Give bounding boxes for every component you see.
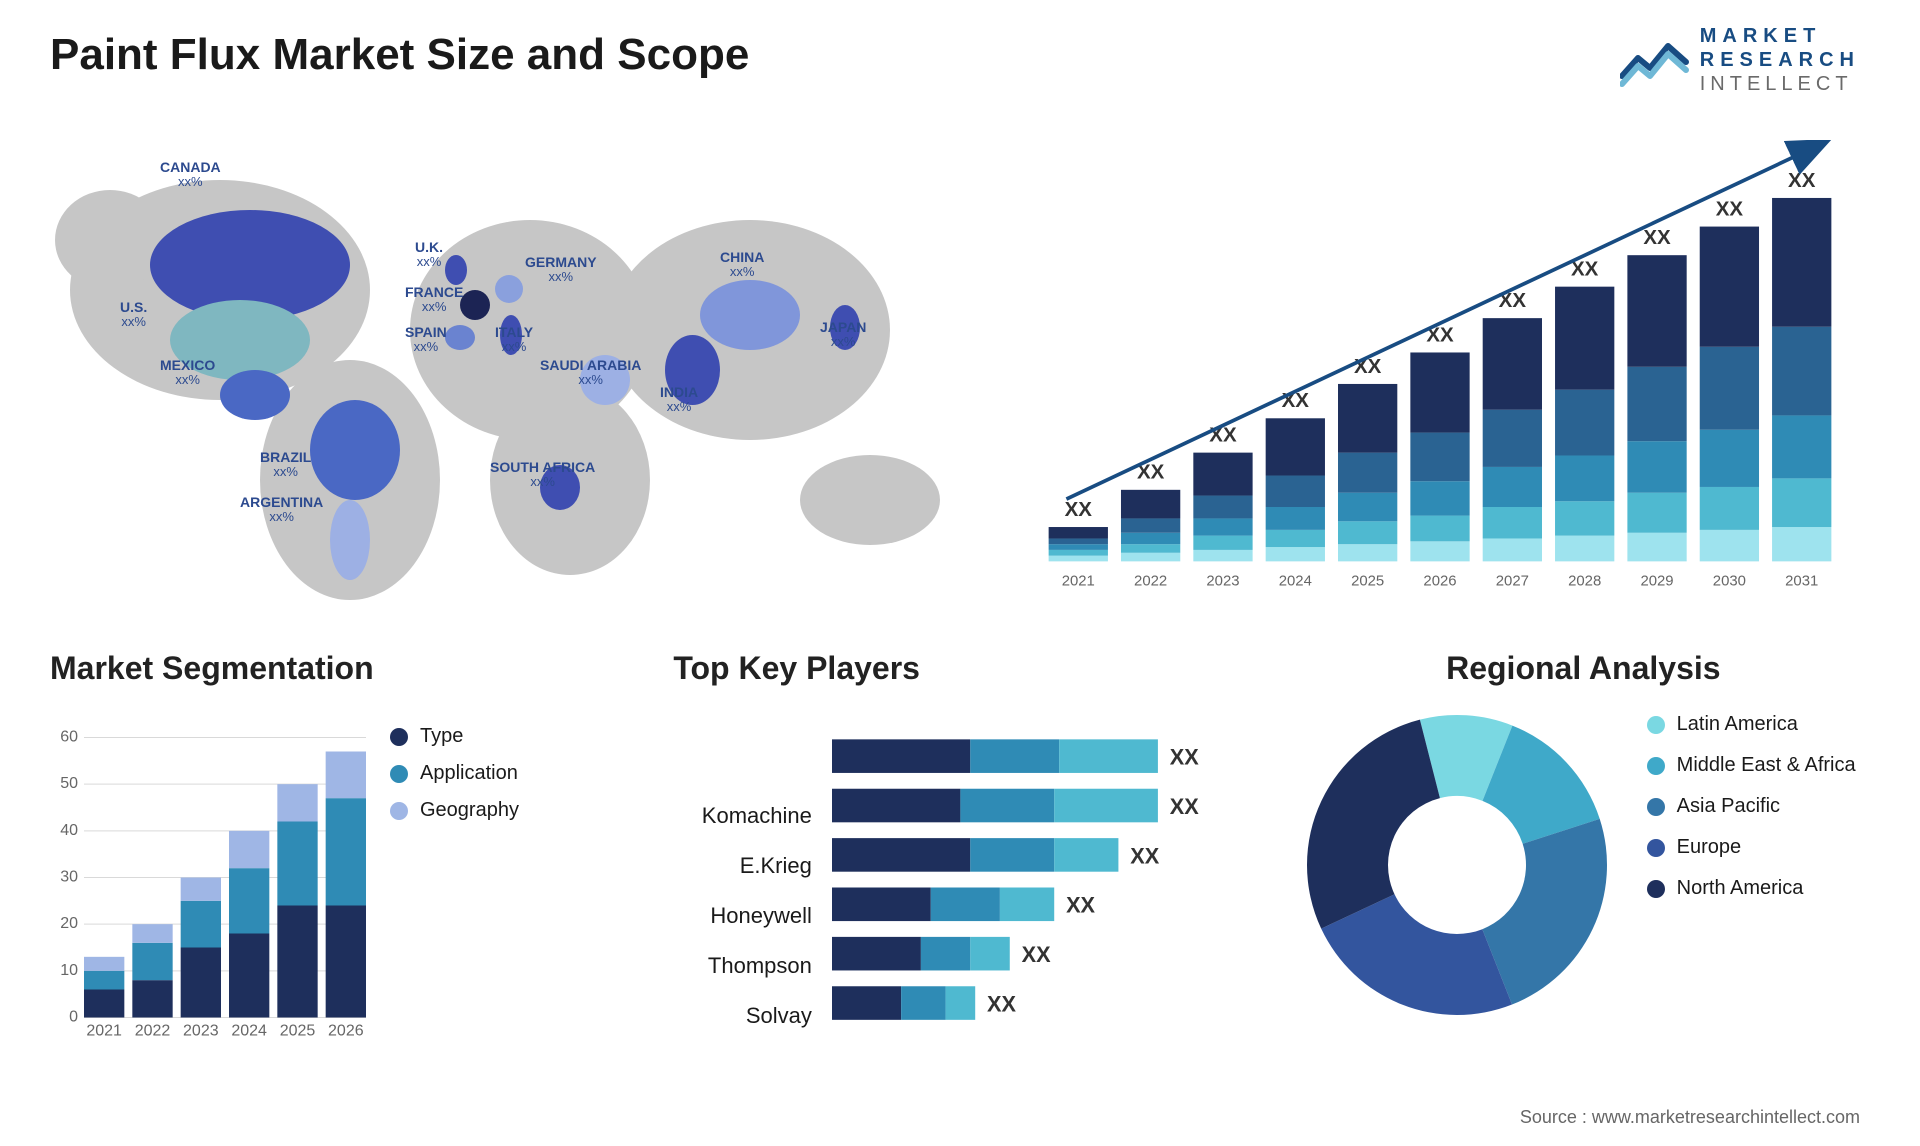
- segmentation-title: Market Segmentation: [50, 650, 623, 687]
- svg-text:XX: XX: [1788, 169, 1816, 192]
- svg-text:2021: 2021: [86, 1023, 122, 1040]
- svg-text:XX: XX: [1643, 226, 1671, 249]
- brand-logo: MARKET RESEARCH INTELLECT: [1620, 24, 1860, 96]
- map-country-label: ARGENTINAxx%: [240, 495, 323, 525]
- legend-item: Latin America: [1647, 713, 1856, 736]
- svg-text:XX: XX: [1066, 893, 1095, 918]
- svg-text:2025: 2025: [280, 1023, 316, 1040]
- player-name: [673, 753, 812, 793]
- segmentation-bar-chart: 0 10 20 30 40 50 60 2021 2022 2023 2024 2025 2026: [50, 705, 370, 1070]
- player-name: E.Krieg: [673, 853, 812, 893]
- players-name-list: Komachine E.Krieg Honeywell Thompson Solvay: [673, 705, 812, 1070]
- map-country-label: CHINAxx%: [720, 250, 764, 280]
- page-title: Paint Flux Market Size and Scope: [50, 30, 1870, 80]
- svg-text:XX: XX: [1716, 197, 1744, 220]
- logo-line-2: RESEARCH: [1700, 48, 1860, 72]
- map-country-label: U.K.xx%: [415, 240, 443, 270]
- svg-text:2027: 2027: [1496, 574, 1529, 590]
- player-name: Solvay: [673, 1003, 812, 1043]
- growth-chart-panel: XX2021XX2022XX2023XX2024XX2025XX2026XX20…: [1010, 100, 1870, 620]
- legend-item: Asia Pacific: [1647, 795, 1856, 818]
- legend-item: North America: [1647, 877, 1856, 900]
- svg-text:2021: 2021: [1062, 574, 1095, 590]
- svg-text:2029: 2029: [1640, 574, 1673, 590]
- legend-item: Middle East & Africa: [1647, 754, 1856, 777]
- segmentation-legend: Type Application Geography: [390, 705, 519, 1070]
- map-country-label: SPAINxx%: [405, 325, 447, 355]
- logo-line-3: INTELLECT: [1700, 72, 1860, 96]
- map-country-label: BRAZILxx%: [260, 450, 311, 480]
- regional-legend: Latin America Middle East & Africa Asia Pa…: [1647, 705, 1856, 900]
- map-country-label: FRANCExx%: [405, 285, 463, 315]
- svg-text:50: 50: [60, 775, 78, 792]
- svg-text:30: 30: [60, 869, 78, 886]
- regional-donut-chart: [1297, 705, 1617, 1025]
- svg-text:2022: 2022: [1134, 574, 1167, 590]
- segmentation-panel: Market Segmentation 0 10 20 30 40 50 60 2021 202…: [50, 650, 623, 1070]
- legend-item: Type: [390, 725, 519, 748]
- map-country-label: JAPANxx%: [820, 320, 866, 350]
- legend-item: Europe: [1647, 836, 1856, 859]
- svg-text:2026: 2026: [328, 1023, 364, 1040]
- svg-text:2028: 2028: [1568, 574, 1601, 590]
- svg-text:10: 10: [60, 962, 78, 979]
- regional-title: Regional Analysis: [1297, 650, 1870, 687]
- svg-text:XX: XX: [1065, 498, 1093, 521]
- logo-mark-icon: [1620, 32, 1690, 88]
- map-country-label: MEXICOxx%: [160, 358, 215, 388]
- svg-text:2031: 2031: [1785, 574, 1818, 590]
- regional-panel: Regional Analysis Latin America Middle Ea…: [1297, 650, 1870, 1070]
- svg-text:XX: XX: [1130, 843, 1159, 868]
- growth-bar-chart: XX2021XX2022XX2023XX2024XX2025XX2026XX20…: [1030, 140, 1850, 610]
- svg-text:XX: XX: [1170, 745, 1199, 770]
- map-country-label: CANADAxx%: [160, 160, 221, 190]
- players-panel: Top Key Players Komachine E.Krieg Honeywel…: [673, 650, 1246, 1070]
- players-bar-chart: XXXXXXXXXXXX: [832, 705, 1247, 1070]
- svg-text:0: 0: [69, 1009, 78, 1026]
- player-name: Komachine: [673, 803, 812, 843]
- svg-text:2026: 2026: [1423, 574, 1456, 590]
- source-attribution: Source : www.marketresearchintellect.com: [1520, 1107, 1860, 1128]
- svg-text:40: 40: [60, 822, 78, 839]
- player-name: Honeywell: [673, 903, 812, 943]
- map-country-label: INDIAxx%: [660, 385, 698, 415]
- legend-item: Geography: [390, 799, 519, 822]
- map-country-label: GERMANYxx%: [525, 255, 597, 285]
- svg-text:XX: XX: [987, 991, 1016, 1016]
- svg-text:XX: XX: [1021, 942, 1050, 967]
- world-map-panel: CANADAxx% U.S.xx% MEXICOxx% BRAZILxx% ARGENT…: [50, 100, 970, 620]
- logo-line-1: MARKET: [1700, 24, 1860, 48]
- map-country-label: U.S.xx%: [120, 300, 147, 330]
- svg-text:60: 60: [60, 729, 78, 746]
- svg-text:20: 20: [60, 915, 78, 932]
- svg-text:2023: 2023: [1206, 574, 1239, 590]
- map-country-label: ITALYxx%: [495, 325, 533, 355]
- svg-text:2025: 2025: [1351, 574, 1384, 590]
- player-name: Thompson: [673, 953, 812, 993]
- svg-text:2024: 2024: [231, 1023, 267, 1040]
- svg-text:XX: XX: [1170, 794, 1199, 819]
- svg-text:2022: 2022: [135, 1023, 171, 1040]
- legend-item: Application: [390, 762, 519, 785]
- svg-text:2030: 2030: [1713, 574, 1746, 590]
- svg-text:2023: 2023: [183, 1023, 219, 1040]
- svg-text:2024: 2024: [1279, 574, 1312, 590]
- players-title: Top Key Players: [673, 650, 1246, 687]
- map-country-label: SAUDI ARABIAxx%: [540, 358, 641, 388]
- map-country-label: SOUTH AFRICAxx%: [490, 460, 595, 490]
